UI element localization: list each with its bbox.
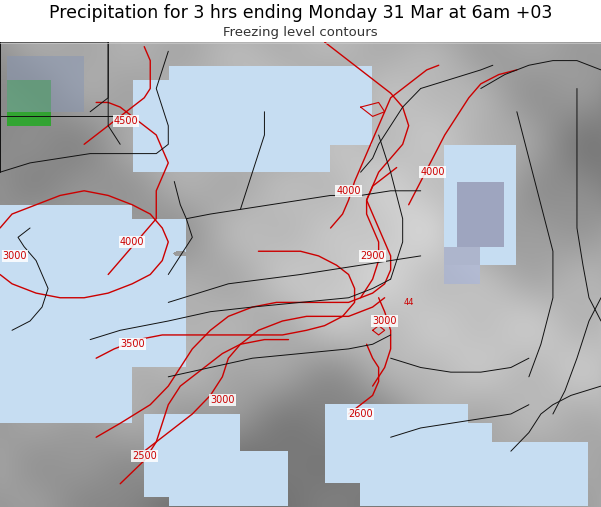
Text: 2900: 2900 xyxy=(361,251,385,261)
Text: 4000: 4000 xyxy=(120,237,144,247)
Text: Freezing level contours: Freezing level contours xyxy=(223,26,378,39)
Text: 4500: 4500 xyxy=(114,116,138,126)
Text: 2600: 2600 xyxy=(349,409,373,419)
Text: 3500: 3500 xyxy=(120,339,144,349)
Text: 4000: 4000 xyxy=(337,186,361,196)
Text: 3000: 3000 xyxy=(210,395,234,405)
Text: 2500: 2500 xyxy=(132,451,157,461)
Text: 3000: 3000 xyxy=(3,251,27,261)
Text: 4000: 4000 xyxy=(421,167,445,177)
Text: 3000: 3000 xyxy=(373,316,397,326)
Text: 44: 44 xyxy=(403,298,414,307)
Text: Precipitation for 3 hrs ending Monday 31 Mar at 6am +03: Precipitation for 3 hrs ending Monday 31… xyxy=(49,4,552,22)
